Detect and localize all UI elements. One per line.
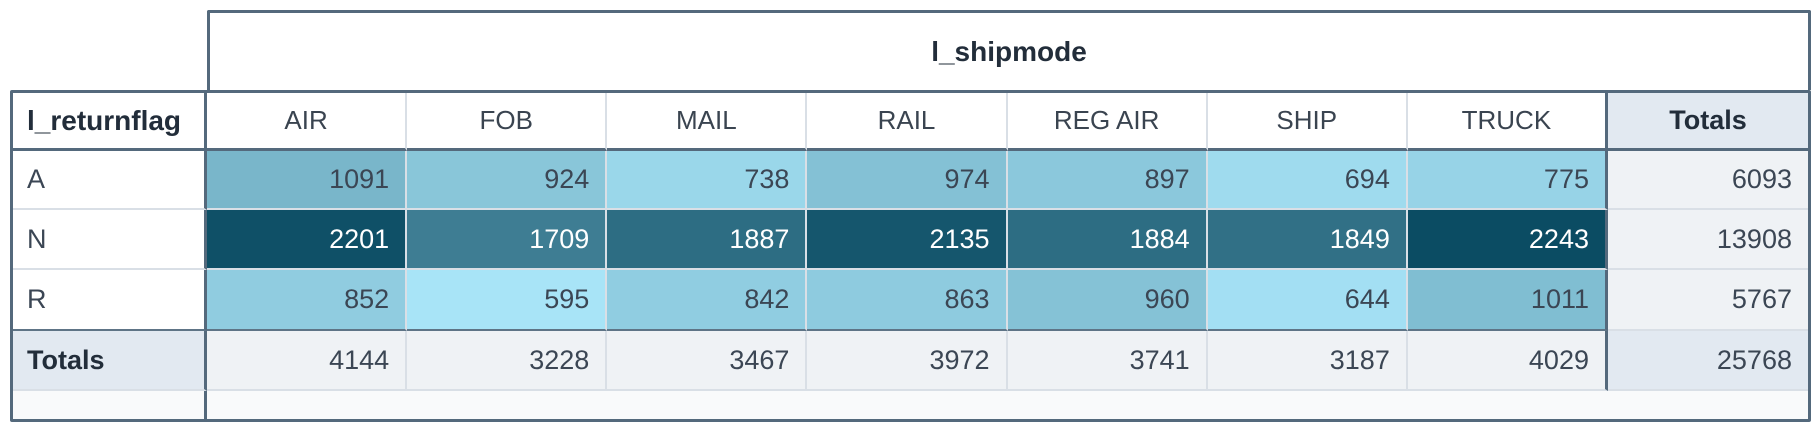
column-total-cell[interactable]: 3972	[807, 331, 1008, 391]
column-total-cell[interactable]: 3228	[407, 331, 608, 391]
value-cell[interactable]: 595	[407, 270, 608, 331]
row-header-n[interactable]: N	[13, 210, 207, 270]
column-field-spanning-header: l_shipmode	[207, 10, 1811, 90]
grand-total-cell[interactable]: 25768	[1607, 331, 1808, 391]
column-header-ship[interactable]: SHIP	[1207, 93, 1408, 151]
value-cell[interactable]: 2201	[207, 210, 408, 270]
value-cell[interactable]: 694	[1207, 151, 1408, 210]
bottom-strip-right	[207, 391, 1808, 419]
column-total-cell[interactable]: 3741	[1007, 331, 1208, 391]
column-total-cell[interactable]: 3187	[1207, 331, 1408, 391]
value-cell[interactable]: 842	[607, 270, 808, 331]
column-field-label: l_shipmode	[931, 35, 1087, 67]
value-cell[interactable]: 775	[1407, 151, 1608, 210]
value-cell[interactable]: 1091	[207, 151, 408, 210]
column-total-cell[interactable]: 4144	[207, 331, 408, 391]
value-cell[interactable]: 2243	[1407, 210, 1608, 270]
value-cell[interactable]: 2135	[807, 210, 1008, 270]
column-total-cell[interactable]: 3467	[607, 331, 808, 391]
value-cell[interactable]: 852	[207, 270, 408, 331]
column-header-truck[interactable]: TRUCK	[1407, 93, 1608, 151]
column-header-rail[interactable]: RAIL	[807, 93, 1008, 151]
value-cell[interactable]: 863	[807, 270, 1008, 331]
row-total-cell[interactable]: 13908	[1607, 210, 1808, 270]
column-total-cell[interactable]: 4029	[1407, 331, 1608, 391]
pivot-grid: l_returnflag AIR FOB MAIL RAIL REG AIR SHIP TRU…	[10, 90, 1811, 422]
row-field-header[interactable]: l_returnflag	[13, 93, 207, 151]
column-header-fob[interactable]: FOB	[407, 93, 608, 151]
value-cell[interactable]: 897	[1007, 151, 1208, 210]
row-total-cell[interactable]: 5767	[1607, 270, 1808, 331]
value-cell[interactable]: 1709	[407, 210, 608, 270]
value-cell[interactable]: 1011	[1407, 270, 1608, 331]
column-header-reg-air[interactable]: REG AIR	[1007, 93, 1208, 151]
row-header-r[interactable]: R	[13, 270, 207, 331]
value-cell[interactable]: 960	[1007, 270, 1208, 331]
value-cell[interactable]: 644	[1207, 270, 1408, 331]
value-cell[interactable]: 1887	[607, 210, 808, 270]
totals-column-header[interactable]: Totals	[1607, 93, 1808, 151]
value-cell[interactable]: 1849	[1207, 210, 1408, 270]
value-cell[interactable]: 924	[407, 151, 608, 210]
value-cell[interactable]: 738	[607, 151, 808, 210]
column-header-mail[interactable]: MAIL	[607, 93, 808, 151]
bottom-strip-left	[13, 391, 207, 419]
totals-row-header[interactable]: Totals	[13, 331, 207, 391]
value-cell[interactable]: 974	[807, 151, 1008, 210]
column-header-air[interactable]: AIR	[207, 93, 408, 151]
row-total-cell[interactable]: 6093	[1607, 151, 1808, 210]
value-cell[interactable]: 1884	[1007, 210, 1208, 270]
row-header-a[interactable]: A	[13, 151, 207, 210]
